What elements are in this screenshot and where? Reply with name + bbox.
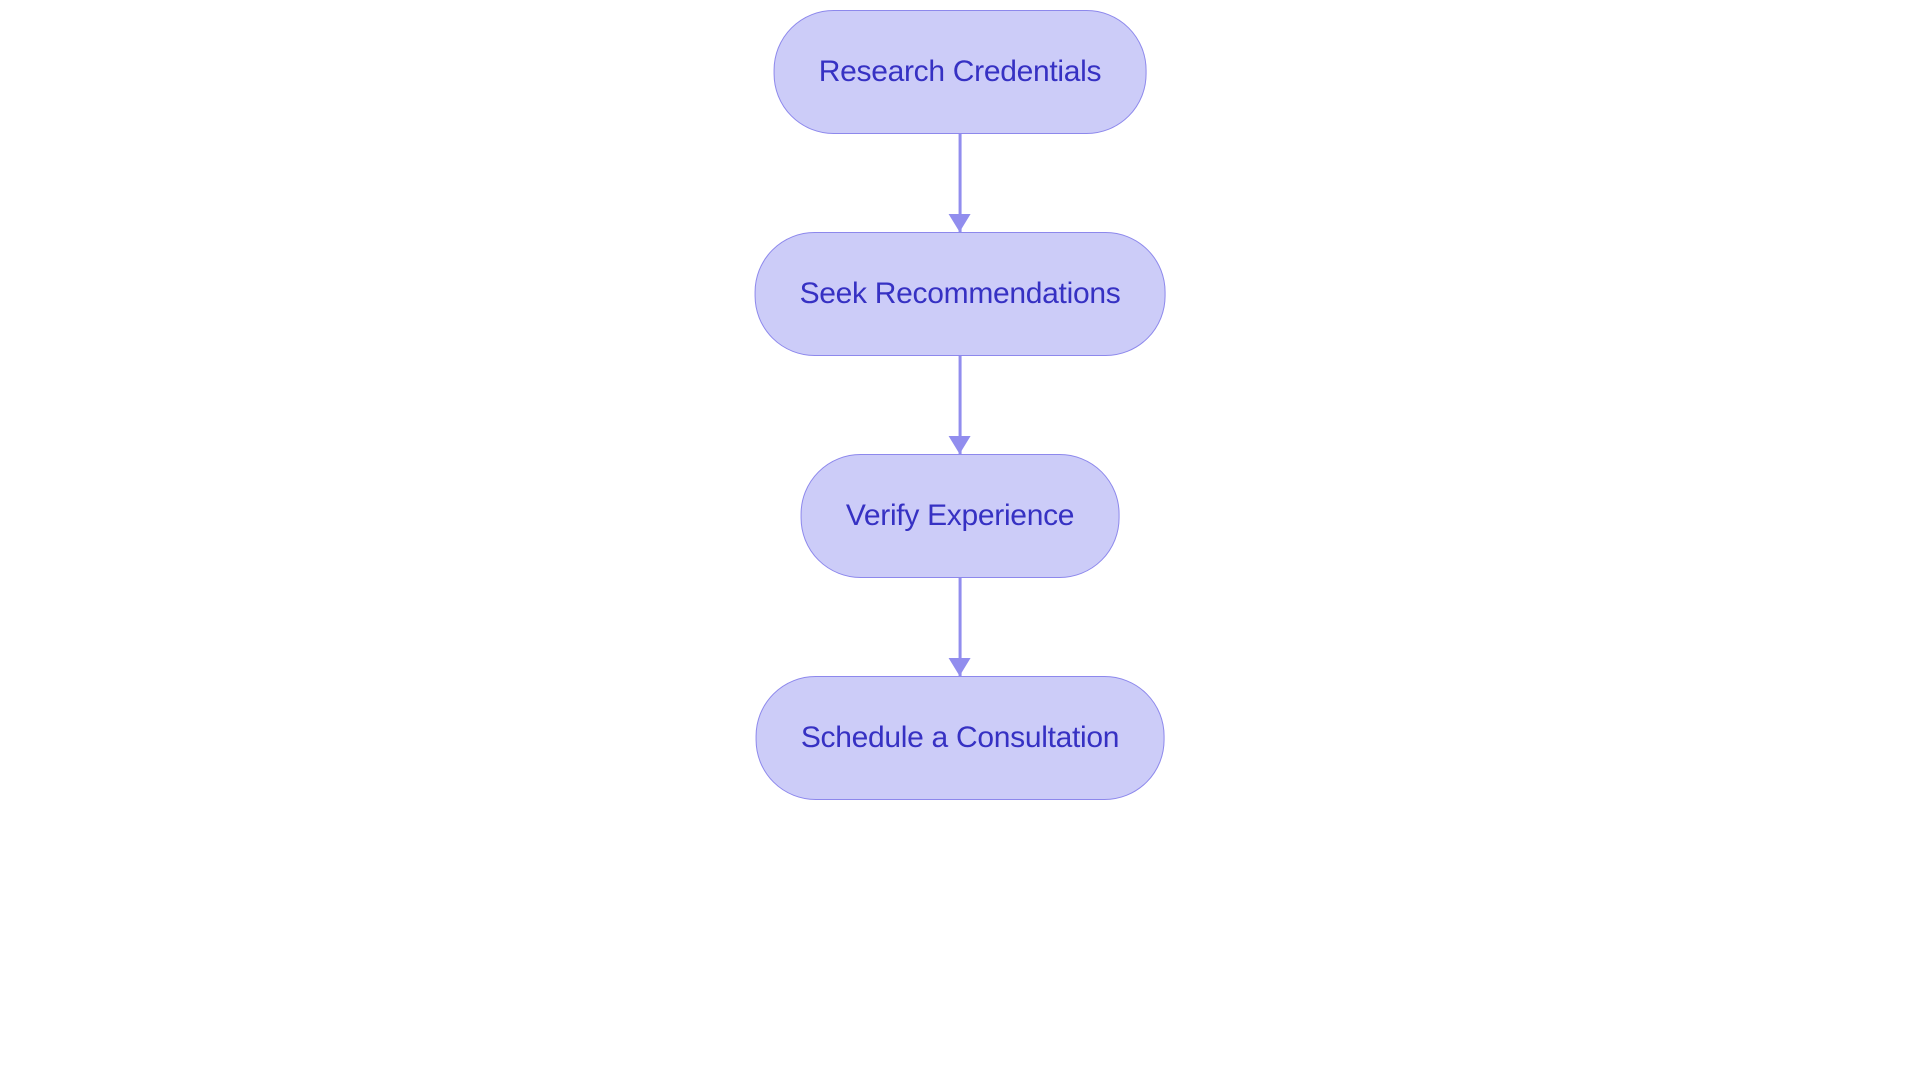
flowchart-arrow-2 — [959, 356, 962, 454]
flowchart-arrow-1 — [959, 134, 962, 232]
flowchart-node-4: Schedule a Consultation — [756, 676, 1164, 800]
flowchart-node-2: Seek Recommendations — [755, 232, 1166, 356]
flowchart-node-3: Verify Experience — [801, 454, 1119, 578]
arrow-head-icon — [949, 214, 971, 232]
flowchart-node-1: Research Credentials — [774, 10, 1146, 134]
arrow-head-icon — [949, 658, 971, 676]
flowchart-container: Research Credentials Seek Recommendation… — [755, 10, 1166, 800]
arrow-head-icon — [949, 436, 971, 454]
flowchart-arrow-3 — [959, 578, 962, 676]
